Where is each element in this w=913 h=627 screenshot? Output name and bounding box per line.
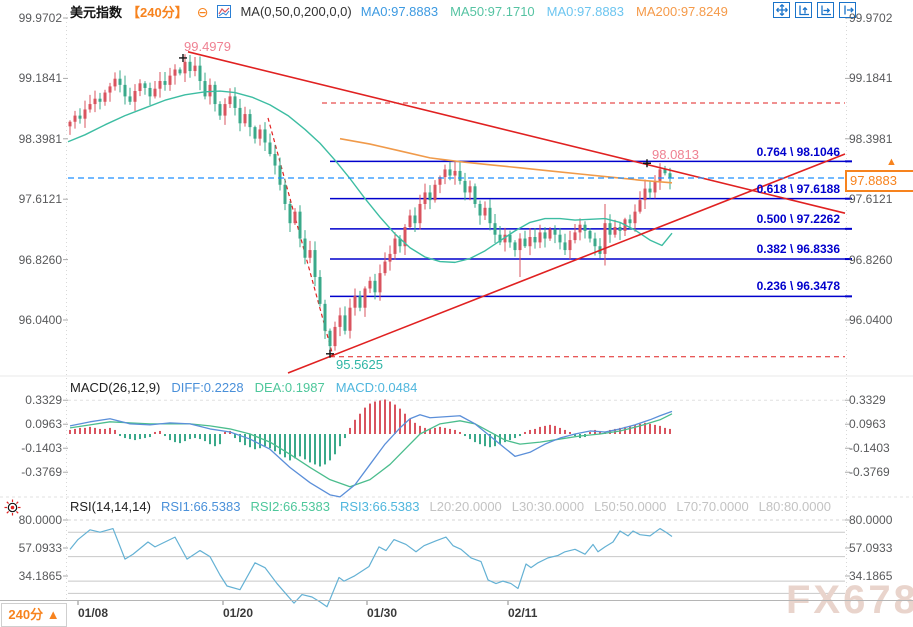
indicator-value: MA0:97.8883 bbox=[546, 4, 625, 19]
axis-label: 0.0963 bbox=[25, 417, 62, 432]
axis-label: 99.9702 bbox=[849, 11, 893, 25]
high-price-annotation: 99.4979 bbox=[184, 39, 231, 54]
indicator-value: L70:70.0000 bbox=[676, 499, 749, 514]
axis-label: 96.8260 bbox=[18, 252, 62, 267]
axis-label: 96.0400 bbox=[849, 312, 893, 327]
axis-label: -0.1403 bbox=[849, 441, 890, 456]
fib-label-0382: 0.382 \ 96.8336 bbox=[756, 242, 840, 256]
fib-label-0618: 0.618 \ 97.6188 bbox=[756, 182, 840, 196]
axis-zoom-up-icon[interactable] bbox=[795, 2, 812, 18]
rsi-values: RSI1:66.5383 RSI2:66.5383 RSI3:66.5383 L20:… bbox=[161, 499, 831, 514]
indicator-value: L20:20.0000 bbox=[429, 499, 502, 514]
axis-label: 96.8260 bbox=[849, 252, 893, 267]
time-axis-bar: 240分 ▲ 01/08 01/20 01/30 02/11 bbox=[0, 600, 913, 627]
price-arrow-icon: ▲ bbox=[886, 156, 897, 168]
axis-label: 80.0000 bbox=[18, 513, 62, 527]
indicator-value: L80:80.0000 bbox=[758, 499, 831, 514]
x-axis-label: 01/08 bbox=[78, 606, 109, 620]
axis-label: -0.1403 bbox=[21, 441, 62, 456]
ma-indicator-icon bbox=[217, 5, 232, 18]
axis-label: 0.3329 bbox=[849, 393, 886, 408]
macd-title: MACD(26,12,9) bbox=[70, 380, 161, 395]
axis-zoom-right-icon[interactable] bbox=[817, 2, 834, 18]
axis-label: 0.0963 bbox=[849, 417, 886, 432]
fib-label-0764: 0.764 \ 98.1046 bbox=[756, 145, 840, 159]
chart-toolbar bbox=[773, 2, 856, 18]
indicator-value: MACD:0.0484 bbox=[335, 380, 418, 395]
fib-label-0236: 0.236 \ 96.3478 bbox=[756, 279, 840, 293]
indicator-value: L30:30.0000 bbox=[511, 499, 585, 514]
axis-label: 99.1841 bbox=[849, 71, 893, 86]
move-icon[interactable] bbox=[773, 2, 790, 18]
collapse-icon[interactable]: ⊖ bbox=[196, 3, 209, 20]
axis-label: 96.0400 bbox=[18, 312, 62, 327]
axis-label: -0.3769 bbox=[849, 465, 890, 480]
axis-label: 97.6121 bbox=[18, 192, 62, 207]
axis-label: 34.1865 bbox=[18, 568, 62, 583]
x-axis-label: 01/30 bbox=[367, 606, 398, 620]
indicator-value: MA50:97.1710 bbox=[450, 4, 535, 19]
indicator-settings-icon[interactable] bbox=[4, 499, 21, 521]
axis-label: 98.3981 bbox=[18, 131, 62, 146]
rsi-header: RSI(14,14,14) RSI1:66.5383 RSI2:66.5383 RS… bbox=[70, 499, 831, 514]
x-axis-label: 01/20 bbox=[223, 606, 254, 620]
indicator-value: RSI2:66.5383 bbox=[250, 499, 330, 514]
x-axis-label: 02/11 bbox=[508, 606, 538, 620]
rsi-title: RSI(14,14,14) bbox=[70, 499, 151, 514]
axis-label: -0.3769 bbox=[21, 465, 62, 480]
swing-high-annotation: 98.0813 bbox=[652, 147, 699, 162]
axis-label: 99.1841 bbox=[18, 71, 62, 86]
macd-values: DIFF:0.2228 DEA:0.1987 MACD:0.0484 bbox=[171, 380, 417, 395]
indicator-value: RSI3:66.5383 bbox=[339, 499, 420, 514]
pan-right-icon[interactable] bbox=[839, 2, 856, 18]
current-price-box: 97.8883 bbox=[845, 170, 913, 192]
indicator-value: MA200:97.8249 bbox=[636, 4, 728, 19]
axis-label: 0.3329 bbox=[25, 393, 62, 408]
indicator-value: DIFF:0.2228 bbox=[171, 380, 244, 395]
symbol-name: 美元指数 bbox=[70, 5, 123, 20]
axis-label: 98.3981 bbox=[849, 131, 893, 146]
period-label: 【240分】 bbox=[127, 5, 188, 20]
indicator-value: MA0:97.8883 bbox=[360, 4, 439, 19]
main-header: 美元指数 【240分】 ⊖ MA(0,50,0,200,0,0) MA0:97.… bbox=[70, 2, 728, 21]
indicator-value: RSI1:66.5383 bbox=[160, 499, 241, 514]
indicator-value: DEA:0.1987 bbox=[254, 380, 325, 395]
axis-label: 57.0933 bbox=[18, 540, 62, 555]
timeframe-button[interactable]: 240分 ▲ bbox=[1, 603, 67, 627]
axis-label: 34.1865 bbox=[849, 568, 893, 583]
axis-label: 80.0000 bbox=[849, 513, 893, 527]
fib-label-0500: 0.500 \ 97.2262 bbox=[756, 212, 840, 226]
ma-values: MA0:97.8883 MA50:97.1710 MA0:97.8883 MA200:… bbox=[361, 4, 728, 19]
axis-label: 57.0933 bbox=[849, 540, 893, 555]
macd-header: MACD(26,12,9) DIFF:0.2228 DEA:0.1987 MACD:… bbox=[70, 380, 417, 395]
low-price-annotation: 95.5625 bbox=[336, 357, 383, 372]
ma-settings-label: MA(0,50,0,200,0,0) bbox=[240, 4, 352, 19]
axis-label: 99.9702 bbox=[18, 11, 62, 25]
indicator-value: L50:50.0000 bbox=[594, 499, 667, 514]
axis-label: 97.6121 bbox=[849, 192, 893, 207]
